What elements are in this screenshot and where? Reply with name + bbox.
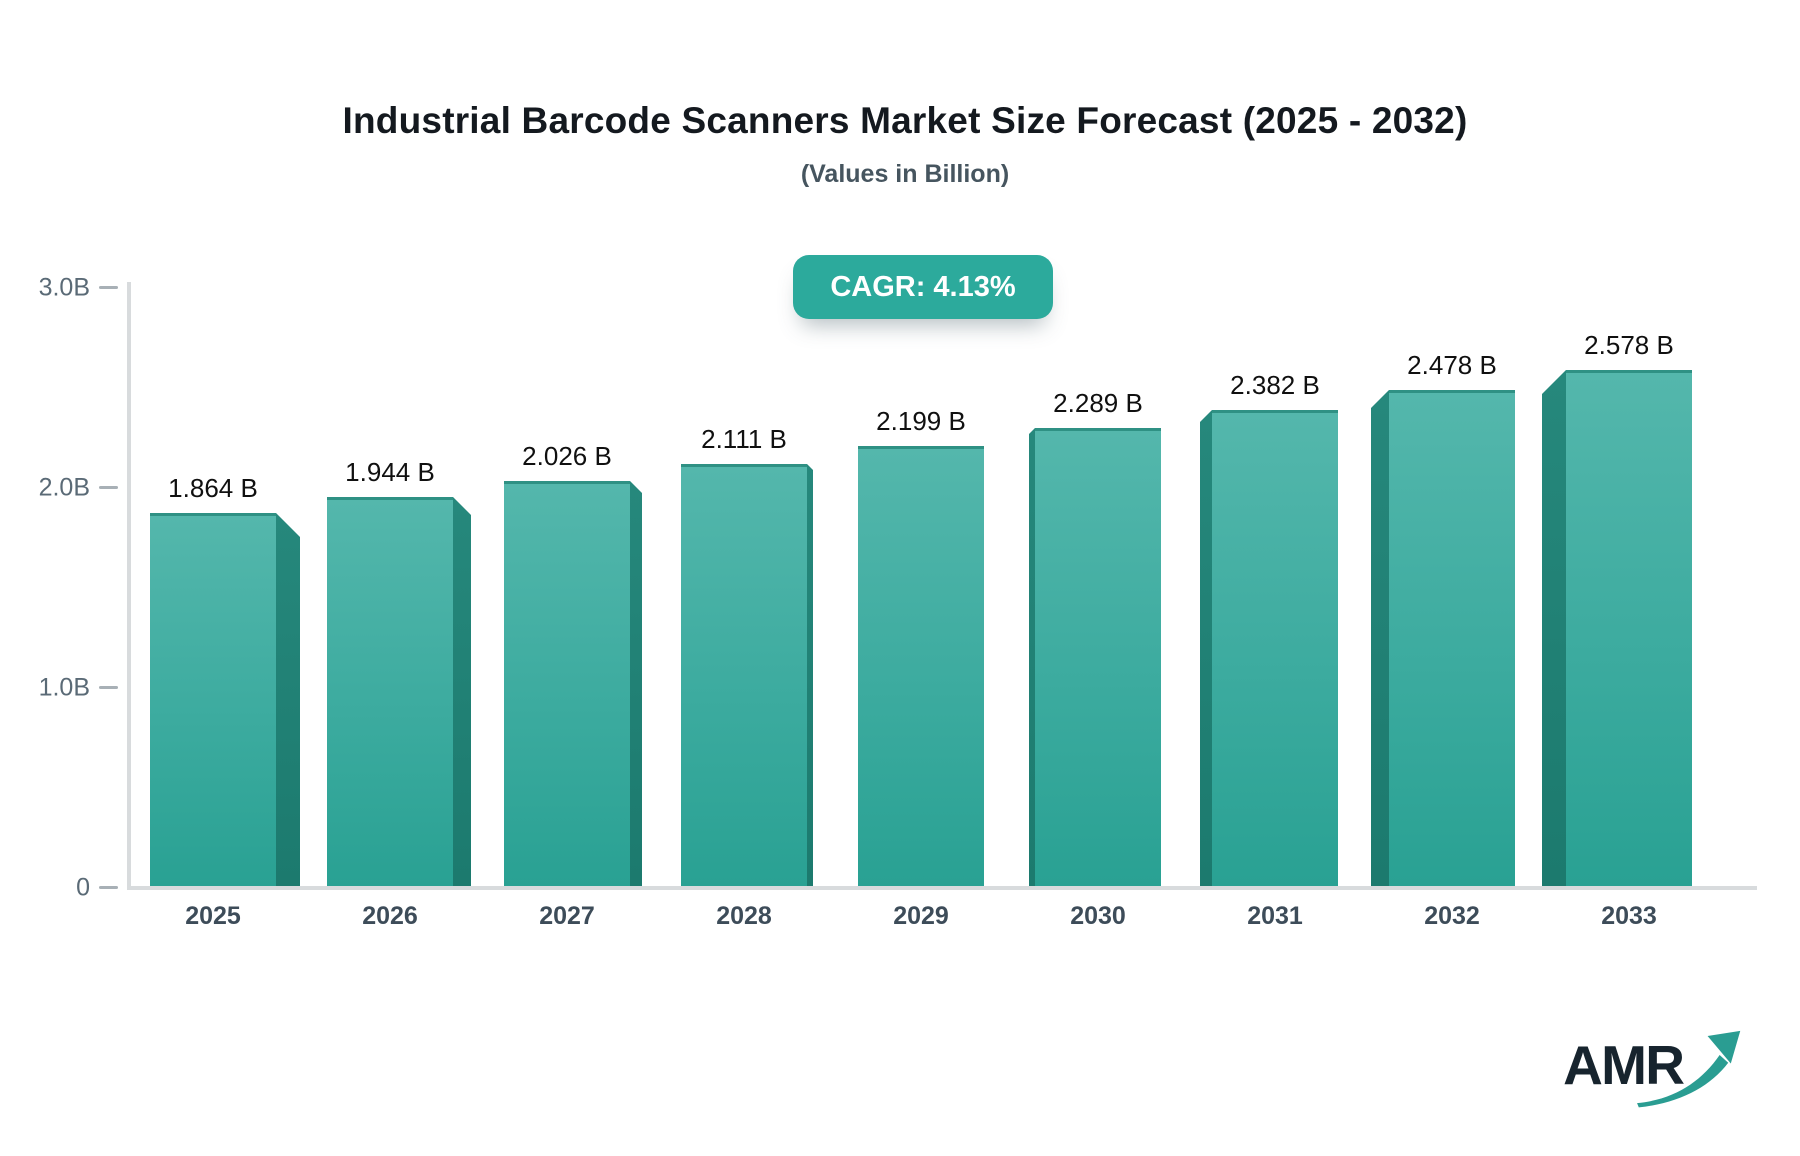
bar-side-2030 [1029, 428, 1035, 886]
bar-2029[interactable] [858, 446, 984, 886]
bar-2031[interactable] [1212, 410, 1338, 886]
y-tick-dash-1.0B [99, 686, 118, 689]
x-axis-label-2025: 2025 [185, 902, 241, 930]
y-tick-dash-2.0B [99, 486, 118, 489]
amr-logo: AMR [1562, 1024, 1762, 1110]
bar-value-label-2033: 2.578 B [1584, 330, 1674, 360]
x-axis-label-2026: 2026 [362, 902, 418, 930]
bar-side-2026 [453, 497, 471, 886]
bar-value-label-2029: 2.199 B [876, 406, 966, 436]
bar-value-label-2026: 1.944 B [345, 457, 435, 487]
x-axis-label-2031: 2031 [1247, 902, 1303, 930]
x-axis-label-2029: 2029 [893, 902, 949, 930]
bar-2028[interactable] [681, 464, 807, 886]
bar-side-2028 [807, 464, 813, 886]
bar-value-label-2025: 1.864 B [168, 473, 258, 503]
y-tick-label-2.0B: 2.0B [38, 473, 90, 502]
bar-2027[interactable] [504, 481, 630, 886]
logo-arrowhead-icon [1707, 1030, 1741, 1064]
cagr-badge-label: CAGR: 4.13% [830, 270, 1016, 303]
cagr-badge: CAGR: 4.13% [793, 255, 1053, 319]
x-axis-label-2027: 2027 [539, 902, 595, 930]
bar-2030[interactable] [1035, 428, 1161, 886]
bar-2025[interactable] [150, 513, 276, 886]
y-tick-dash-3.0B [99, 286, 118, 289]
chart-subtitle: (Values in Billion) [800, 160, 1010, 188]
y-axis-line [127, 282, 131, 890]
bar-side-2025 [276, 513, 300, 886]
bar-2026[interactable] [327, 497, 453, 886]
bar-2032[interactable] [1389, 390, 1515, 886]
bar-value-label-2027: 2.026 B [522, 441, 612, 471]
bar-2033[interactable] [1566, 370, 1692, 886]
bar-side-2031 [1200, 410, 1212, 886]
x-axis-baseline [127, 886, 1757, 890]
bar-side-2032 [1371, 390, 1389, 886]
amr-logo-text: AMR [1563, 1034, 1684, 1096]
y-tick-label-3.0B: 3.0B [38, 273, 90, 302]
bar-side-2027 [630, 481, 642, 886]
bar-value-label-2031: 2.382 B [1230, 370, 1320, 400]
chart-title: Industrial Barcode Scanners Market Size … [342, 100, 1468, 141]
x-axis-label-2030: 2030 [1070, 902, 1126, 930]
bar-value-label-2028: 2.111 B [701, 424, 787, 454]
bar-value-label-2032: 2.478 B [1407, 350, 1497, 380]
amr-logo-graphic: AMR [1563, 1030, 1741, 1108]
bar-side-2033 [1542, 370, 1566, 886]
y-tick-dash-0 [99, 886, 118, 889]
x-axis-label-2028: 2028 [716, 902, 772, 930]
bar-value-label-2030: 2.289 B [1053, 388, 1143, 418]
x-axis-label-2033: 2033 [1601, 902, 1657, 930]
logo-arrow-icon [1637, 1054, 1729, 1108]
y-tick-label-1.0B: 1.0B [38, 673, 90, 702]
y-tick-label-0: 0 [76, 873, 90, 902]
x-axis-label-2032: 2032 [1424, 902, 1480, 930]
